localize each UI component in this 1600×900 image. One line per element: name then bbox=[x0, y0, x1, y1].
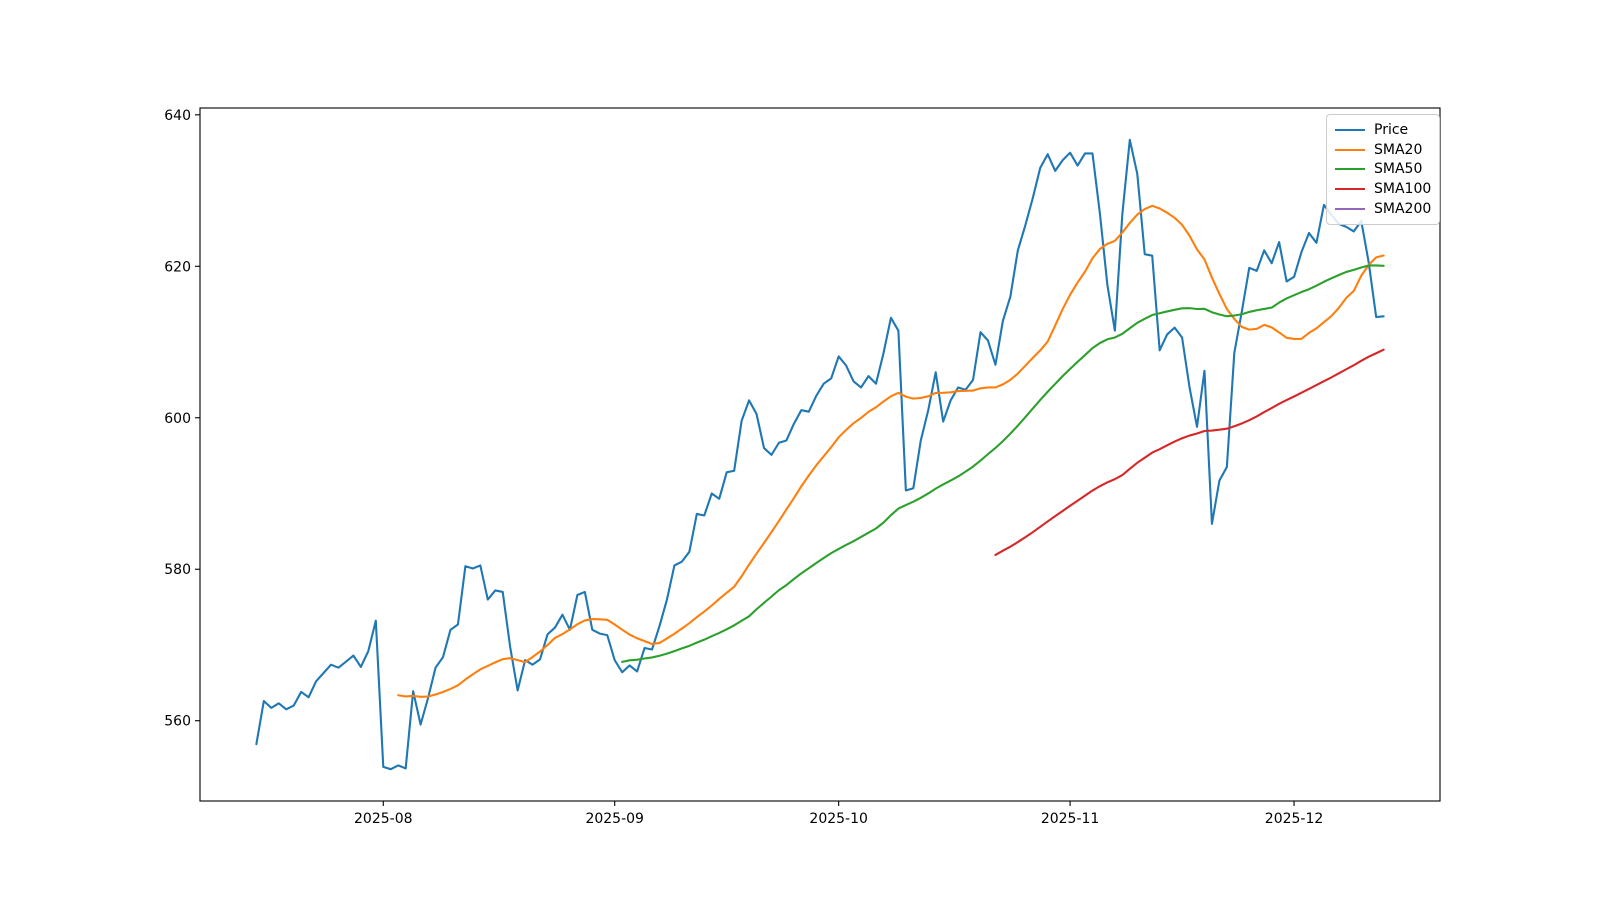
legend-entry-sma20: SMA20 bbox=[1335, 140, 1431, 160]
legend-label: SMA200 bbox=[1374, 201, 1432, 218]
legend-line-swatch bbox=[1335, 168, 1365, 171]
legend-label: SMA20 bbox=[1374, 141, 1423, 158]
legend-entry-sma100: SMA100 bbox=[1335, 179, 1431, 199]
x-axis-tick-label: 2025-12 bbox=[1265, 811, 1324, 827]
legend-label: SMA50 bbox=[1374, 161, 1423, 178]
legend-line-swatch bbox=[1335, 208, 1365, 211]
legend-line-swatch bbox=[1335, 128, 1365, 131]
x-axis-tick-label: 2025-10 bbox=[809, 811, 868, 827]
sma100-line bbox=[994, 348, 1385, 556]
legend-entry-sma50: SMA50 bbox=[1335, 160, 1431, 180]
legend-label: Price bbox=[1374, 121, 1409, 138]
plot-area bbox=[199, 107, 1441, 802]
sma50-line bbox=[621, 264, 1385, 663]
y-axis-tick-label: 640 bbox=[164, 108, 191, 124]
legend: Price SMA20 SMA50 SMA100 SMA200 bbox=[1326, 114, 1441, 225]
legend-line-swatch bbox=[1335, 188, 1365, 191]
y-axis-tick-label: 580 bbox=[164, 562, 191, 578]
legend-line-swatch bbox=[1335, 148, 1365, 151]
y-axis-tick-label: 600 bbox=[164, 411, 191, 427]
legend-entry-price: Price bbox=[1335, 120, 1431, 140]
y-axis-tick-label: 560 bbox=[164, 714, 191, 730]
price-line bbox=[255, 138, 1385, 771]
x-axis-tick-label: 2025-11 bbox=[1041, 811, 1100, 827]
legend-entry-sma200: SMA200 bbox=[1335, 199, 1431, 219]
sma20-line bbox=[397, 204, 1385, 698]
x-axis-tick-label: 2025-09 bbox=[585, 811, 644, 827]
legend-label: SMA100 bbox=[1374, 181, 1432, 198]
x-axis-tick-label: 2025-08 bbox=[354, 811, 413, 827]
y-axis-tick-label: 620 bbox=[164, 259, 191, 275]
